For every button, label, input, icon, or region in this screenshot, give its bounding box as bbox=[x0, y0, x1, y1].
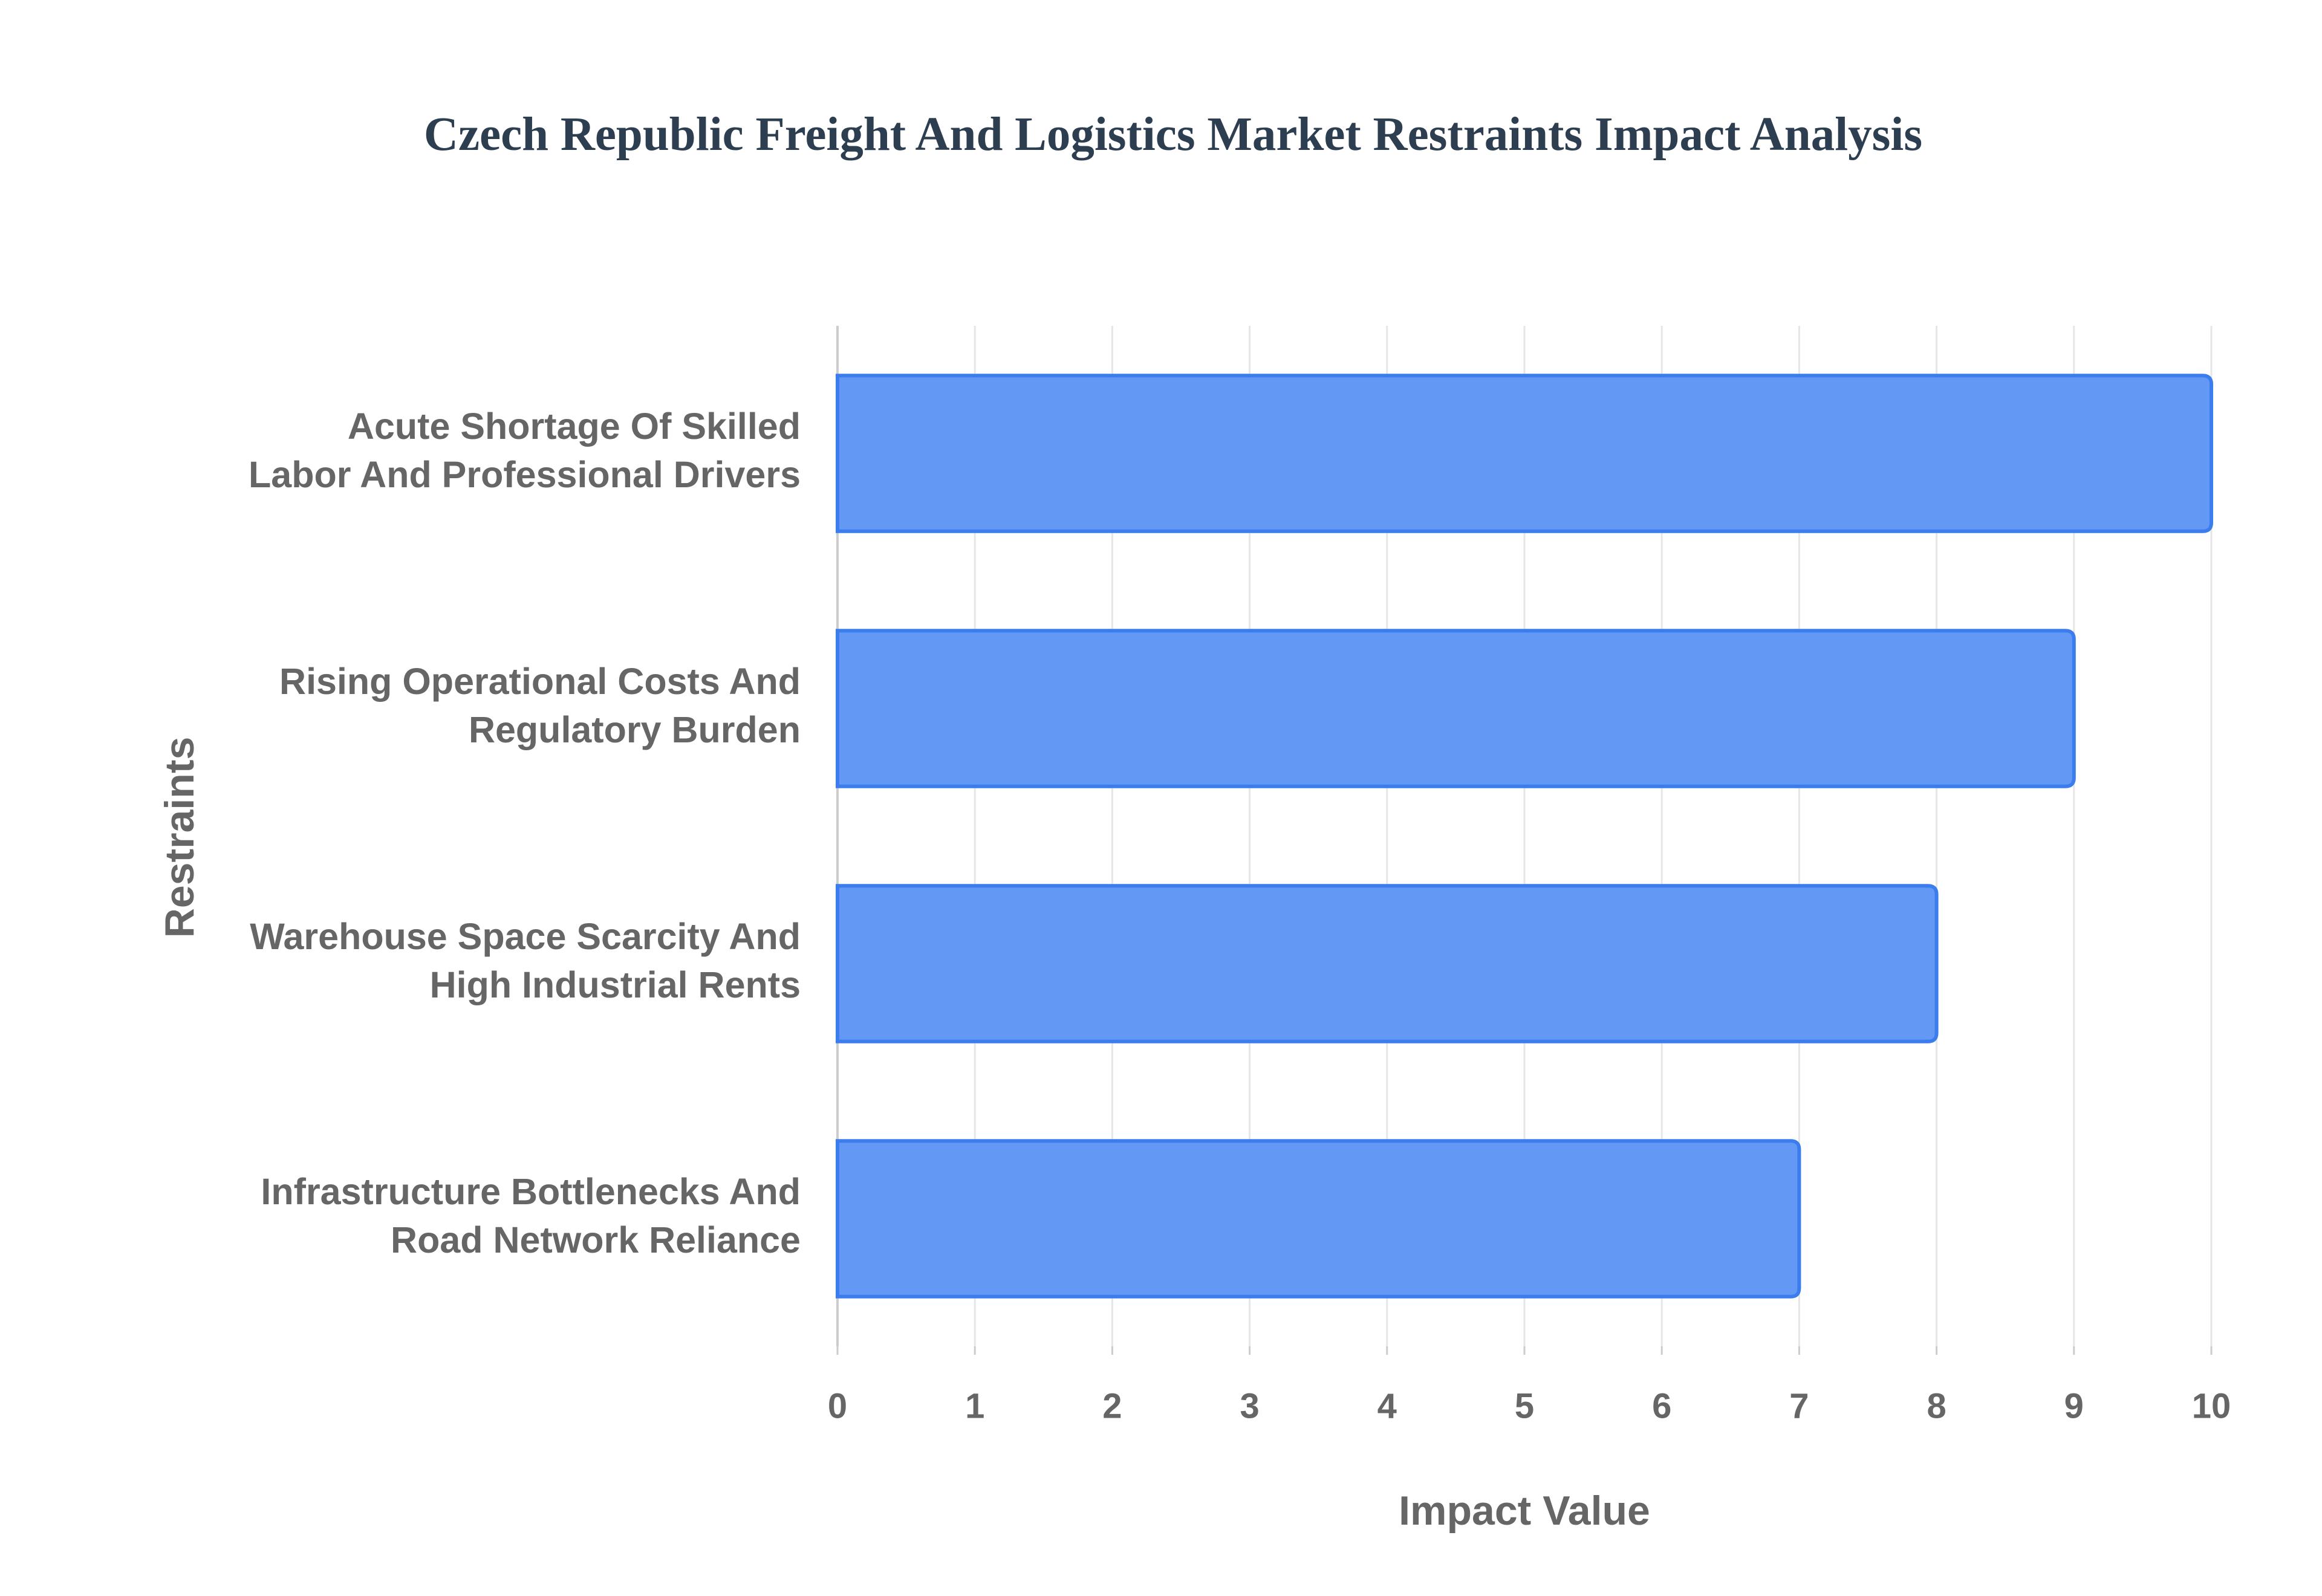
x-tick-label: 5 bbox=[1515, 1386, 1534, 1426]
x-axis-title: Impact Value bbox=[1399, 1488, 1650, 1534]
x-tick-label: 0 bbox=[828, 1386, 847, 1426]
x-tick-label: 9 bbox=[2064, 1386, 2084, 1426]
bar bbox=[836, 374, 2213, 533]
x-tick-label: 7 bbox=[1789, 1386, 1809, 1426]
chart-title: Czech Republic Freight And Logistics Mar… bbox=[424, 108, 1922, 161]
y-tick-label: Warehouse Space Scarcity And High Industr… bbox=[250, 916, 801, 1005]
y-axis-title: Restraints bbox=[157, 737, 203, 938]
x-tick-label: 10 bbox=[2192, 1386, 2231, 1426]
y-tick-label: Infrastructure Bottlenecks And Road Netwo… bbox=[261, 1171, 801, 1260]
x-tick-label: 8 bbox=[1927, 1386, 1946, 1426]
x-tick-label: 4 bbox=[1377, 1386, 1397, 1426]
x-tick-label: 2 bbox=[1102, 1386, 1122, 1426]
y-tick-label: Rising Operational Costs And Regulatory B… bbox=[279, 661, 801, 750]
x-tick-label: 3 bbox=[1240, 1386, 1259, 1426]
bar bbox=[836, 884, 1939, 1043]
x-tick-label: 1 bbox=[965, 1386, 984, 1426]
bar bbox=[836, 629, 2076, 788]
x-tick-label: 6 bbox=[1652, 1386, 1671, 1426]
y-tick-label: Acute Shortage Of Skilled Labor And Profe… bbox=[249, 406, 801, 495]
bar bbox=[836, 1139, 1801, 1299]
